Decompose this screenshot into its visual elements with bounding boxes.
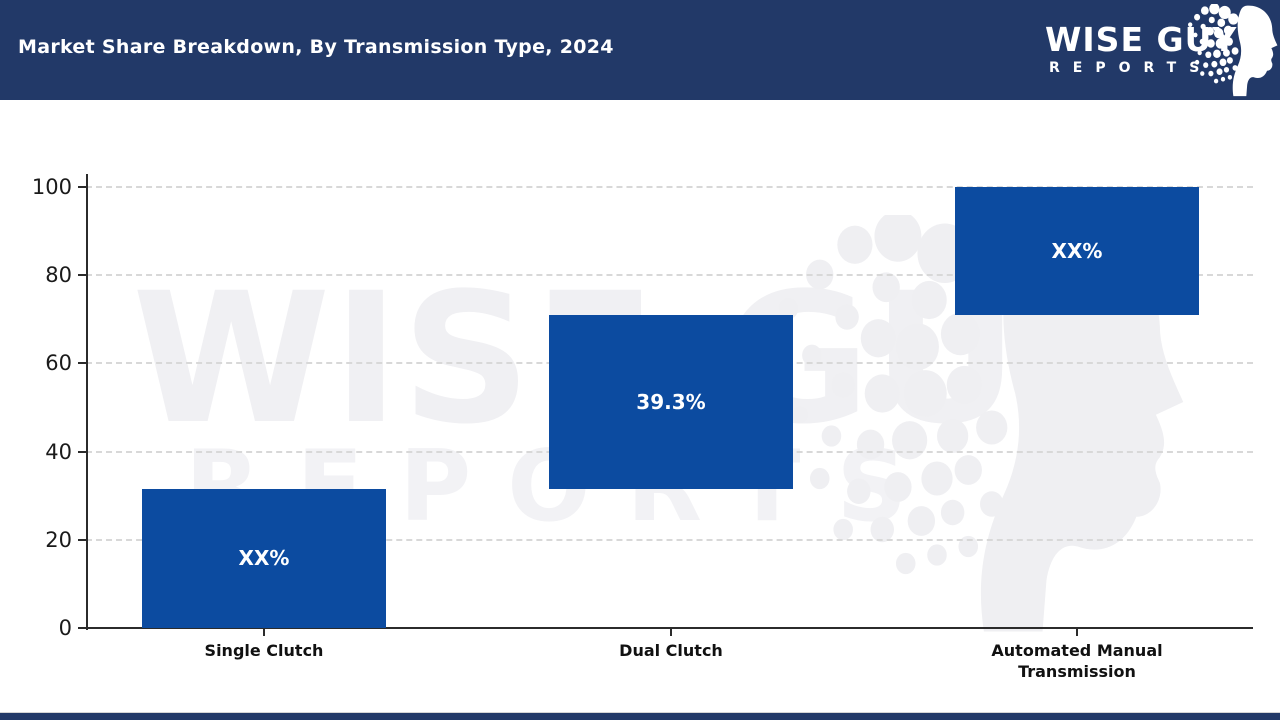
x-axis-label: Automated Manual Transmission (991, 641, 1163, 681)
y-tick (78, 362, 86, 365)
y-tick-label: 40 (45, 439, 72, 464)
chart-title: Market Share Breakdown, By Transmission … (18, 36, 614, 58)
bar-value-label: XX% (1051, 239, 1103, 264)
x-axis-line (86, 627, 1253, 629)
bar-single-clutch: XX% (142, 488, 386, 628)
logo-face-icon (1188, 4, 1278, 97)
bar-dual-clutch: 39.3% (549, 315, 793, 489)
gridline (86, 274, 1253, 277)
y-axis-line (86, 173, 88, 630)
x-axis-label: Single Clutch (204, 641, 324, 660)
y-tick-label: 60 (45, 351, 72, 376)
y-tick (78, 186, 86, 188)
y-tick-label: 80 (45, 263, 72, 288)
x-tick (1076, 629, 1078, 636)
bar-automated-manual-transmission: XX% (955, 187, 1199, 316)
gridline (86, 538, 1253, 541)
y-tick (78, 538, 86, 541)
y-tick-label: 0 (58, 616, 72, 640)
bar-value-label: XX% (238, 546, 290, 571)
footer-bar (0, 712, 1280, 720)
y-tick-label: 100 (31, 175, 72, 199)
x-tick (263, 629, 265, 636)
x-tick (670, 629, 672, 636)
header-bar: Market Share Breakdown, By Transmission … (0, 0, 1280, 100)
y-tick (78, 274, 86, 277)
plot: 0 20 40 60 80 100 XX% Single Clutch 39.3% Dual Cl… (0, 100, 1280, 712)
wiseguy-logo: WISE GUY REPORTS (1030, 0, 1280, 100)
y-tick (78, 450, 86, 453)
y-tick-label: 20 (45, 527, 72, 552)
gridline (86, 186, 1253, 188)
x-axis-label: Dual Clutch (619, 641, 723, 660)
logo-subtitle: REPORTS (1049, 60, 1213, 76)
bar-value-label: 39.3% (636, 389, 706, 414)
y-tick (78, 627, 86, 629)
